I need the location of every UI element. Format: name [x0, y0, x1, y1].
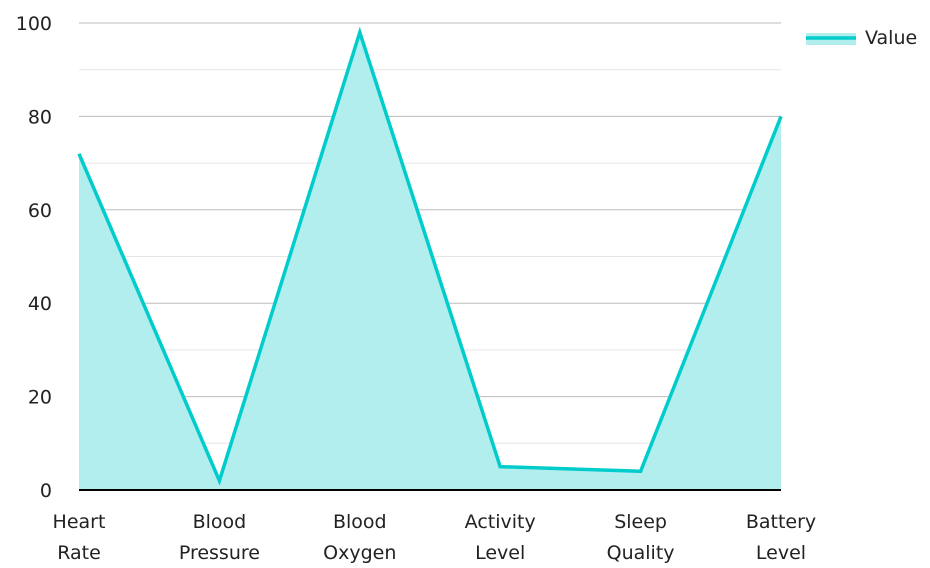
series-area-layer	[79, 32, 781, 491]
x-tick-label: Blood Pressure	[179, 511, 260, 564]
y-tick-label: 20	[28, 387, 52, 409]
y-tick-label: 0	[40, 480, 52, 502]
x-tick-label: Sleep Quality	[607, 511, 675, 564]
legend: Value	[806, 27, 917, 49]
x-tick-label: Battery Level	[746, 511, 816, 564]
series-line-layer	[77, 26, 783, 486]
x-tick-label: Blood Oxygen	[323, 511, 396, 564]
y-tick-labels: 0 20 40 60 80 100	[16, 13, 52, 502]
x-tick-label: Heart Rate	[53, 511, 106, 564]
y-tick-label: 100	[16, 13, 52, 35]
x-tick-labels: Heart Rate Blood Pressure Blood Oxygen Activit…	[53, 511, 817, 564]
legend-label: Value	[865, 27, 917, 49]
x-tick-label: Activity Level	[465, 511, 536, 564]
series-area-value	[79, 32, 781, 491]
y-tick-label: 80	[28, 106, 52, 128]
y-tick-label: 60	[28, 200, 52, 222]
y-tick-label: 40	[28, 293, 52, 315]
series-line-value	[77, 26, 783, 486]
